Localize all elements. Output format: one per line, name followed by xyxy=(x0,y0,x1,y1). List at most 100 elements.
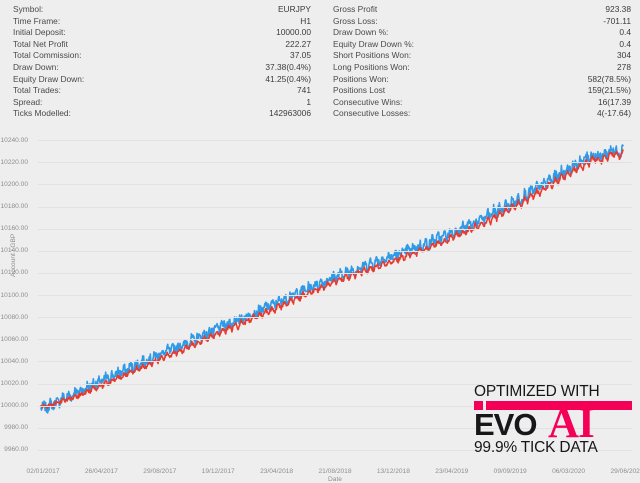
y-axis-tick-label: 10220.00 xyxy=(0,158,28,166)
gridline xyxy=(38,184,632,186)
stat-row: Ticks Modelled: 142963006 xyxy=(13,108,311,120)
stat-value: 741 xyxy=(297,85,311,96)
stat-label: Draw Down: xyxy=(13,61,59,72)
stat-value: 278 xyxy=(617,61,631,72)
x-axis-tick-label: 09/09/2019 xyxy=(493,468,527,475)
stat-value: 0.4 xyxy=(619,38,631,49)
logo-ai-text: AI xyxy=(548,400,595,447)
evo-ai-logo: OPTIMIZED WITH EVO AI 99.9% TICK DATA xyxy=(474,383,632,456)
x-axis-tick-label: 02/01/2017 xyxy=(26,468,60,475)
stat-label: Positions Won: xyxy=(333,73,389,84)
stat-row: Short Positions Won: 304 xyxy=(333,50,631,62)
stat-row: Total Trades: 741 xyxy=(13,85,311,97)
gridline xyxy=(38,361,632,363)
x-axis-tick-label: 06/03/2020 xyxy=(552,468,586,475)
stat-value: 923.38 xyxy=(605,4,631,14)
stat-label: Short Positions Won: xyxy=(333,50,412,61)
y-axis-tick-label: 10200.00 xyxy=(0,180,28,188)
logo-wordmark: EVO AI xyxy=(474,400,632,445)
x-axis-tick-label: 23/04/2019 xyxy=(435,468,469,475)
stat-label: Positions Lost xyxy=(333,85,386,96)
stat-row: Symbol: EURJPY xyxy=(13,4,311,16)
stat-row: Equity Draw Down %: 0.4 xyxy=(333,39,631,51)
stat-row: Equity Draw Down: 41.25(0.4%) xyxy=(13,74,311,86)
x-axis-tick-label: 21/08/2018 xyxy=(318,468,352,475)
gridline xyxy=(38,162,632,164)
gridline xyxy=(38,427,632,429)
logo-top-text: OPTIMIZED WITH xyxy=(474,383,600,400)
y-axis-tick-label: 10080.00 xyxy=(0,313,28,321)
stat-row: Spread: 1 xyxy=(13,97,311,109)
stat-value: 16(17.39 xyxy=(597,96,631,107)
stat-row: Total Commission: 37.05 xyxy=(13,50,311,62)
stat-value: 37.38(0.4%) xyxy=(265,61,311,72)
stat-row: Initial Deposit: 10000.00 xyxy=(13,27,311,39)
x-axis-tick-label: 19/12/2017 xyxy=(201,468,235,475)
y-axis-tick-label: 10160.00 xyxy=(0,225,28,233)
stat-row: Long Positions Won: 278 xyxy=(333,62,631,74)
stat-row: Positions Won: 582(78.5%) xyxy=(333,74,631,86)
y-axis-tick-label: 10140.00 xyxy=(0,247,28,255)
stat-label: Consecutive Wins: xyxy=(333,96,403,107)
stat-value: 304 xyxy=(617,50,631,61)
logo-accent-bar-icon xyxy=(486,401,632,410)
y-axis-tick-label: 9980.00 xyxy=(4,424,28,432)
x-axis-tick-label: 23/04/2018 xyxy=(260,468,294,475)
stat-row: Consecutive Losses: 4(-17.64) xyxy=(333,108,631,120)
stat-row: Consecutive Wins: 16(17.39 xyxy=(333,97,631,109)
logo-accent-square-icon xyxy=(474,401,483,410)
stat-value: 41.25(0.4%) xyxy=(265,73,311,84)
stat-row: Total Net Profit 222.27 xyxy=(13,39,311,51)
gridline xyxy=(38,449,632,451)
stat-value: 582(78.5%) xyxy=(587,73,631,84)
y-axis-tick-label: 10180.00 xyxy=(0,203,28,210)
x-axis-tick-label: 29/06/2020 xyxy=(610,468,640,475)
statistics-panel: Symbol: EURJPY Time Frame: H1 Initial Deposi… xyxy=(0,0,640,120)
stat-label: Equity Draw Down: xyxy=(13,73,85,84)
y-axis-tick-label: 10120.00 xyxy=(0,269,28,277)
stat-label: Symbol: xyxy=(13,4,44,14)
stat-label: Ticks Modelled: xyxy=(13,108,71,119)
gridline xyxy=(38,250,632,252)
stat-value: 159(21.5%) xyxy=(587,85,631,96)
stat-label: Long Positions Won: xyxy=(333,61,410,72)
stat-label: Equity Draw Down %: xyxy=(333,38,414,49)
stat-label: Draw Down %: xyxy=(333,27,389,38)
gridline xyxy=(38,383,632,385)
equity-curve-chart: Account / GBP Date 10240.00 10220.00 10200… xyxy=(0,120,640,483)
stat-row: Draw Down: 37.38(0.4%) xyxy=(13,62,311,74)
stat-row: Time Frame: H1 xyxy=(13,16,311,28)
y-axis-tick-label: 10040.00 xyxy=(0,357,28,365)
stat-value: 0.4 xyxy=(619,27,631,38)
stat-row: Gross Loss: -701.11 xyxy=(333,16,631,28)
y-axis-tick-label: 10060.00 xyxy=(0,335,28,343)
logo-evo-text: EVO xyxy=(474,407,537,442)
stat-value: -701.11 xyxy=(603,15,631,26)
stat-label: Spread: xyxy=(13,96,43,107)
stat-value: EURJPY xyxy=(277,4,311,14)
stat-row: Positions Lost 159(21.5%) xyxy=(333,85,631,97)
y-axis-tick-label: 10100.00 xyxy=(0,291,28,299)
stat-label: Gross Profit xyxy=(333,4,378,14)
stat-value: 222.27 xyxy=(285,38,311,49)
gridline xyxy=(38,339,632,341)
stat-value: 142963006 xyxy=(269,108,311,119)
stat-label: Total Net Profit xyxy=(13,38,68,49)
stat-row: Draw Down %: 0.4 xyxy=(333,27,631,39)
stat-label: Consecutive Losses: xyxy=(333,108,411,119)
stat-value: 4(-17.64) xyxy=(597,108,631,119)
gridline xyxy=(38,295,632,296)
stat-value: 10000.00 xyxy=(276,27,311,38)
x-axis-tick-label: 13/12/2018 xyxy=(376,468,410,475)
plot-area: Account / GBP Date 10240.00 10220.00 10200… xyxy=(0,129,640,483)
gridline xyxy=(38,272,632,274)
gridline xyxy=(38,405,632,407)
gridline xyxy=(38,206,632,208)
statistics-column-right: Gross Profit 923.38 Gross Loss: -701.11 Draw… xyxy=(333,4,631,120)
x-axis-tick-label: 29/08/2017 xyxy=(143,468,177,475)
stat-label: Total Trades: xyxy=(13,85,61,96)
stat-row: Gross Profit 923.38 xyxy=(333,4,631,16)
stat-label: Total Commission: xyxy=(13,50,82,61)
gridline xyxy=(38,228,632,230)
